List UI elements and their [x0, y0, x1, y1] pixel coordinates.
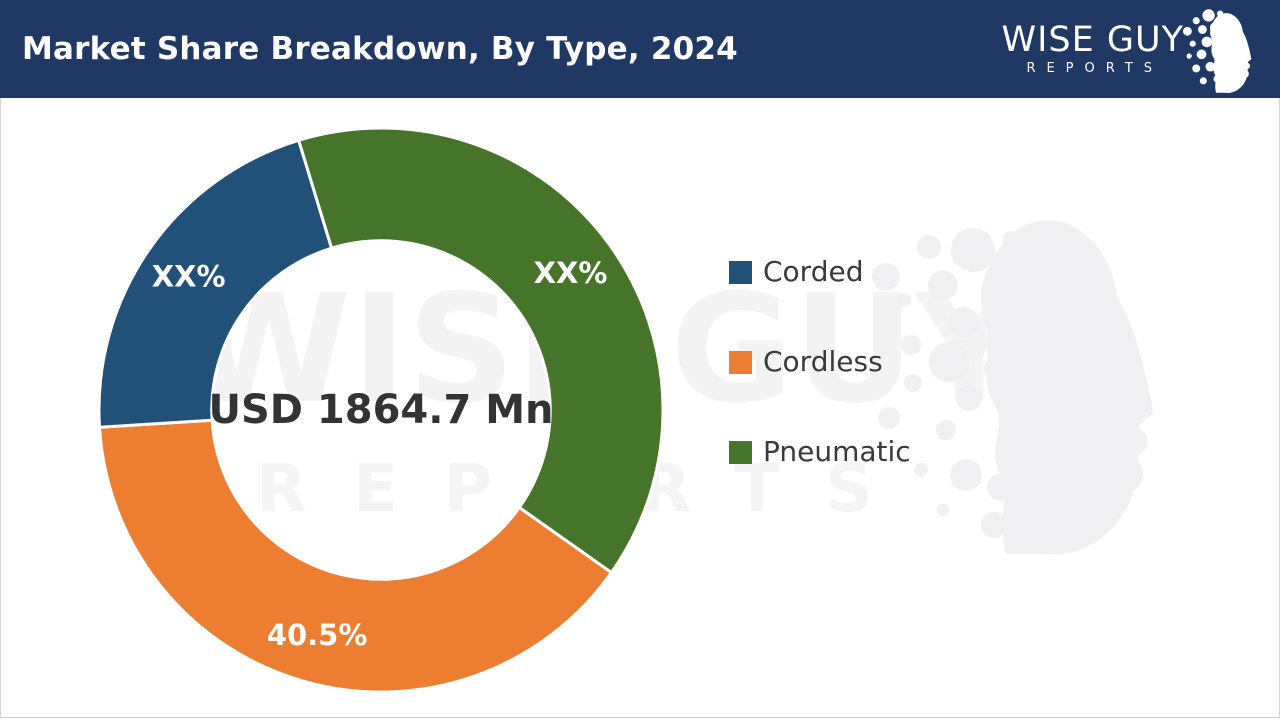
watermark-face-icon [872, 220, 1154, 555]
brand-name: WISE GUY [1001, 19, 1184, 60]
legend-item-pneumatic: Pneumatic [729, 435, 911, 468]
legend-swatch-pneumatic [729, 440, 752, 464]
brand-face-icon [1182, 9, 1252, 93]
brand-logo-text: WISE GUY REPORTS [1001, 19, 1184, 76]
header-bar: Market Share Breakdown, By Type, 2024 WI… [0, 0, 1280, 98]
legend-item-corded: Corded [729, 255, 911, 288]
legend-swatch-cordless [729, 350, 752, 374]
slice-label-pneumatic: XX% [534, 256, 608, 290]
brand-logo: WISE GUY REPORTS [1001, 3, 1262, 95]
slice-pneumatic [297, 126, 665, 575]
brand-subtitle: REPORTS [1026, 60, 1164, 76]
slice-cordless [98, 418, 613, 694]
legend-swatch-corded [729, 260, 752, 284]
legend-item-label: Cordless [763, 345, 883, 378]
page-title: Market Share Breakdown, By Type, 2024 [22, 31, 738, 67]
legend: Corded Cordless Pneumatic [729, 255, 911, 530]
slice-label-cordless: 40.5% [267, 618, 368, 652]
donut-center-label: USD 1864.7 Mn [208, 387, 554, 433]
chart-canvas: WISE GUY REPORTS XX%40.5%XX% USD 1864.7 … [0, 98, 1280, 718]
slice-corded [97, 138, 333, 429]
slice-label-corded: XX% [152, 260, 226, 294]
legend-item-cordless: Cordless [729, 345, 911, 378]
donut-svg: XX% 40.5% XX% [97, 126, 665, 694]
legend-item-label: Pneumatic [763, 435, 911, 468]
legend-item-label: Corded [763, 255, 864, 288]
